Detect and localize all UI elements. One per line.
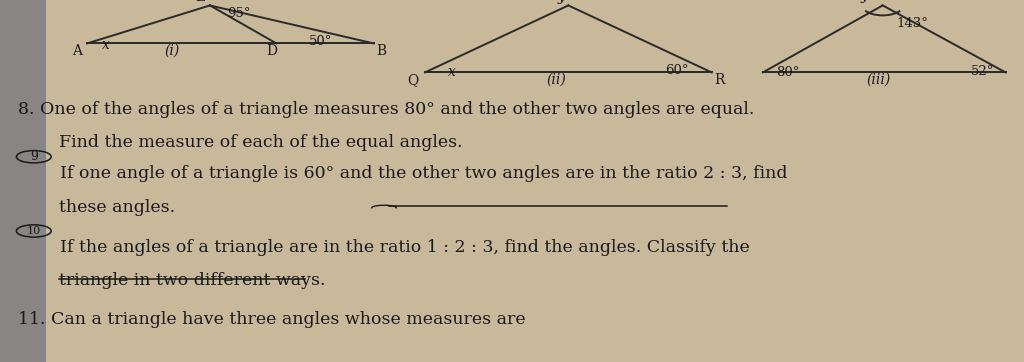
Text: 60°: 60° [666, 64, 689, 77]
Text: E: E [196, 0, 206, 4]
Text: R: R [715, 73, 725, 87]
Text: If the angles of a triangle are in the ratio 1 : 2 : 3, find the angles. Classif: If the angles of a triangle are in the r… [60, 239, 751, 256]
Text: Q: Q [408, 73, 418, 87]
Text: y: y [861, 0, 868, 3]
Text: 143°: 143° [896, 17, 928, 30]
Text: A: A [72, 44, 82, 58]
Text: 95°: 95° [227, 7, 251, 20]
Text: 9: 9 [30, 150, 38, 163]
Text: triangle in two different ways.: triangle in two different ways. [59, 272, 326, 289]
Text: B: B [376, 44, 386, 58]
Text: (i): (i) [165, 44, 179, 58]
Text: 50°: 50° [309, 35, 333, 49]
Text: Find the measure of each of the equal angles.: Find the measure of each of the equal an… [59, 134, 463, 151]
Text: y: y [557, 0, 565, 4]
Text: If one angle of a triangle is 60° and the other two angles are in the ratio 2 : : If one angle of a triangle is 60° and th… [60, 165, 787, 182]
Text: 8. One of the angles of a triangle measures 80° and the other two angles are equ: 8. One of the angles of a triangle measu… [18, 101, 755, 118]
Text: (iii): (iii) [866, 73, 891, 87]
Text: 11. Can a triangle have three angles whose measures are: 11. Can a triangle have three angles who… [18, 311, 526, 328]
Text: 52°: 52° [971, 65, 994, 78]
Text: z: z [891, 0, 898, 3]
Text: 10: 10 [27, 226, 41, 236]
Bar [0, 0, 46, 362]
Text: these angles.: these angles. [59, 199, 175, 216]
Text: x: x [102, 38, 111, 52]
Text: (ii): (ii) [546, 73, 566, 87]
Text: 80°: 80° [776, 66, 800, 79]
Text: x: x [447, 65, 456, 79]
Text: D: D [266, 44, 276, 58]
